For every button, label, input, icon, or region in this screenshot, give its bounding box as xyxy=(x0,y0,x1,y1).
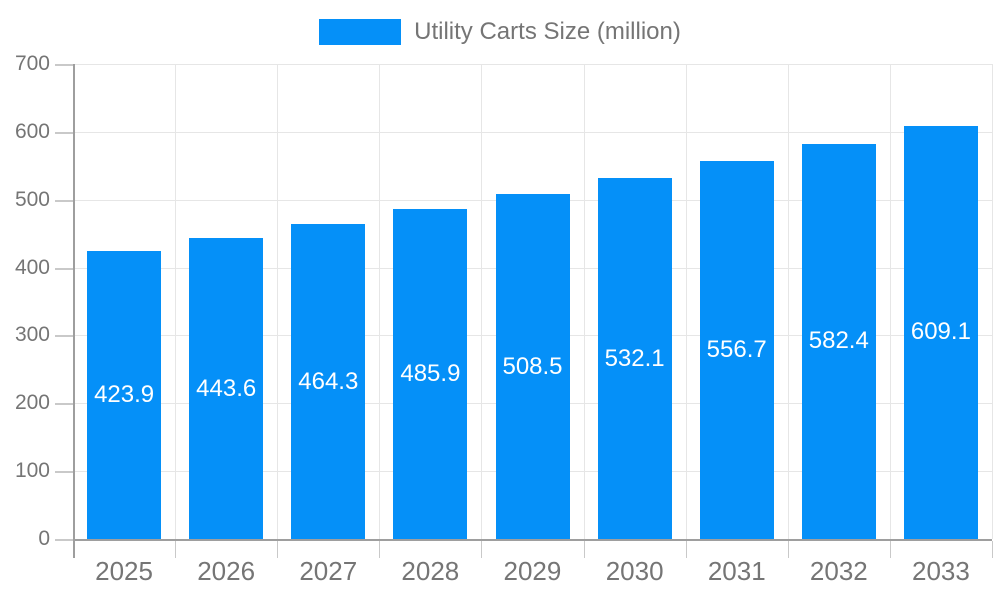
y-axis-tick xyxy=(55,200,73,202)
bar-value-label: 443.6 xyxy=(196,374,257,402)
y-axis-tick xyxy=(55,268,73,270)
x-axis-tick xyxy=(584,541,585,558)
x-axis-tick xyxy=(992,541,993,558)
bar-value-label: 556.7 xyxy=(706,336,767,364)
bar-2025[interactable] xyxy=(87,251,162,539)
bar-2031[interactable] xyxy=(699,161,774,539)
bar-value-label: 532.1 xyxy=(604,344,665,372)
y-axis-label: 300 xyxy=(14,323,50,346)
y-axis-tick xyxy=(55,471,73,473)
y-axis-tick xyxy=(55,403,73,405)
bar-2028[interactable] xyxy=(393,209,468,539)
y-axis-label: 600 xyxy=(14,120,50,143)
gridline-vertical xyxy=(788,64,789,539)
bar-value-label: 485.9 xyxy=(400,360,461,388)
gridline-vertical xyxy=(584,64,585,539)
gridline-vertical xyxy=(175,64,176,539)
bar-2027[interactable] xyxy=(291,223,366,539)
x-axis-tick xyxy=(788,541,789,558)
x-axis-tick xyxy=(481,541,482,558)
y-axis-line xyxy=(73,64,75,558)
bar-value-label: 609.1 xyxy=(910,318,971,346)
bar-value-label: 582.4 xyxy=(808,327,869,355)
legend-label: Utility Carts Size (million) xyxy=(414,18,681,45)
gridline-vertical xyxy=(481,64,482,539)
gridline-vertical xyxy=(686,64,687,539)
y-axis-tick xyxy=(55,335,73,337)
y-axis-tick xyxy=(55,64,73,66)
y-axis-label: 100 xyxy=(14,459,50,482)
gridline-vertical xyxy=(992,64,993,539)
x-axis-label: 2033 xyxy=(912,556,970,586)
bar-2033[interactable] xyxy=(903,125,978,539)
x-axis-tick xyxy=(175,541,176,558)
bar-2029[interactable] xyxy=(495,193,570,539)
gridline-vertical xyxy=(890,64,891,539)
bar-2026[interactable] xyxy=(189,238,264,539)
bar-value-label: 423.9 xyxy=(94,381,155,409)
bar-value-label: 464.3 xyxy=(298,367,359,395)
bar-value-label: 508.5 xyxy=(502,352,563,380)
x-axis-label: 2029 xyxy=(503,556,562,586)
gridline-horizontal xyxy=(73,64,992,65)
x-axis-label: 2031 xyxy=(707,556,766,586)
gridline-vertical xyxy=(277,64,278,539)
gridline-horizontal xyxy=(73,132,992,133)
x-axis-label: 2030 xyxy=(605,556,664,586)
x-axis-tick xyxy=(379,541,380,558)
x-axis-label: 2028 xyxy=(401,556,460,586)
y-axis-label: 0 xyxy=(38,527,50,550)
gridline-vertical xyxy=(379,64,380,539)
y-axis-label: 700 xyxy=(14,52,50,75)
y-axis-tick xyxy=(55,539,73,541)
legend-swatch-icon xyxy=(319,19,402,45)
bar-2030[interactable] xyxy=(597,177,672,539)
x-axis-label: 2026 xyxy=(197,556,256,586)
y-axis-tick xyxy=(55,132,73,134)
y-axis-label: 400 xyxy=(14,256,50,279)
x-axis-tick xyxy=(890,541,891,558)
y-axis-label: 200 xyxy=(14,391,50,414)
y-axis-label: 500 xyxy=(14,188,50,211)
bar-2032[interactable] xyxy=(801,143,876,539)
x-axis-label: 2025 xyxy=(95,556,153,586)
x-axis-tick xyxy=(277,541,278,558)
x-axis-label: 2027 xyxy=(299,556,358,586)
x-axis-line xyxy=(73,539,992,541)
x-axis-tick xyxy=(686,541,687,558)
x-axis-label: 2032 xyxy=(809,556,868,586)
legend[interactable]: Utility Carts Size (million) xyxy=(0,19,1000,45)
